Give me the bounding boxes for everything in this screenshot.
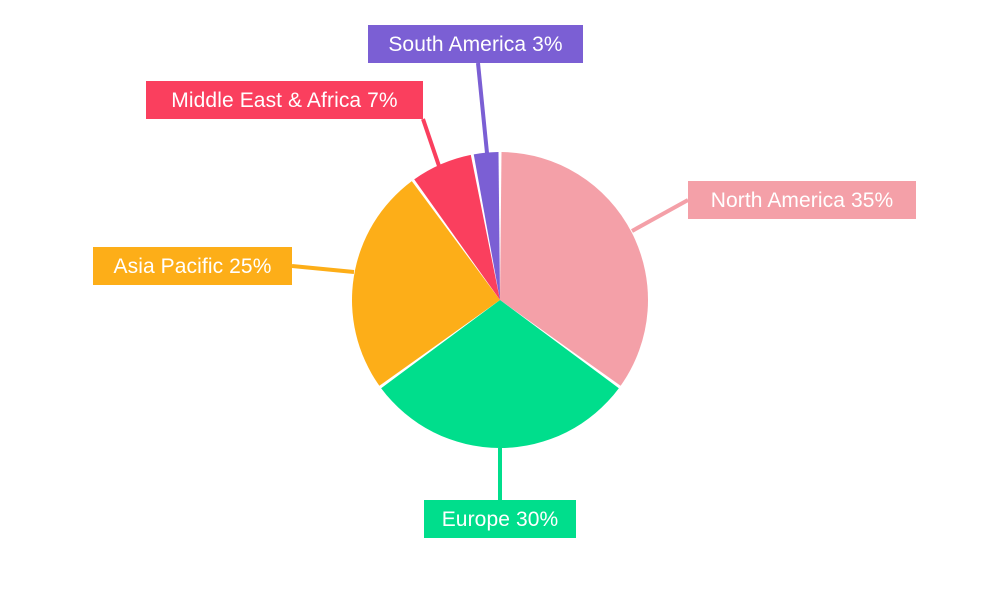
leader-line — [421, 118, 441, 167]
pie-slice-north-america[interactable] — [500, 152, 648, 386]
pie-slice-europe[interactable] — [381, 300, 619, 449]
pie-label-text: South America 3% — [388, 32, 563, 56]
leader-line — [291, 264, 355, 274]
pie-slice-group — [352, 152, 648, 449]
pie-slice-asia-pacific[interactable] — [352, 181, 500, 386]
pie-label-asia-pacific[interactable]: Asia Pacific 25% — [93, 247, 292, 285]
pie-label-text: Europe 30% — [441, 507, 559, 531]
pie-label-europe[interactable]: Europe 30% — [424, 500, 576, 538]
pie-slice-middle-east-and-africa[interactable] — [414, 154, 500, 300]
leader-line-group — [291, 62, 689, 500]
pie-label-middle-east-and-africa[interactable]: Middle East & Africa 7% — [146, 81, 423, 119]
pie-slice-south-america[interactable] — [473, 152, 500, 300]
leader-line — [631, 198, 689, 233]
pie-label-text: Asia Pacific 25% — [113, 254, 272, 278]
pie-label-north-america[interactable]: North America 35% — [688, 181, 916, 219]
leader-line — [476, 62, 489, 154]
pie-label-south-america[interactable]: South America 3% — [368, 25, 583, 63]
pie-label-text: North America 35% — [710, 188, 894, 212]
pie-label-text: Middle East & Africa 7% — [171, 88, 398, 112]
